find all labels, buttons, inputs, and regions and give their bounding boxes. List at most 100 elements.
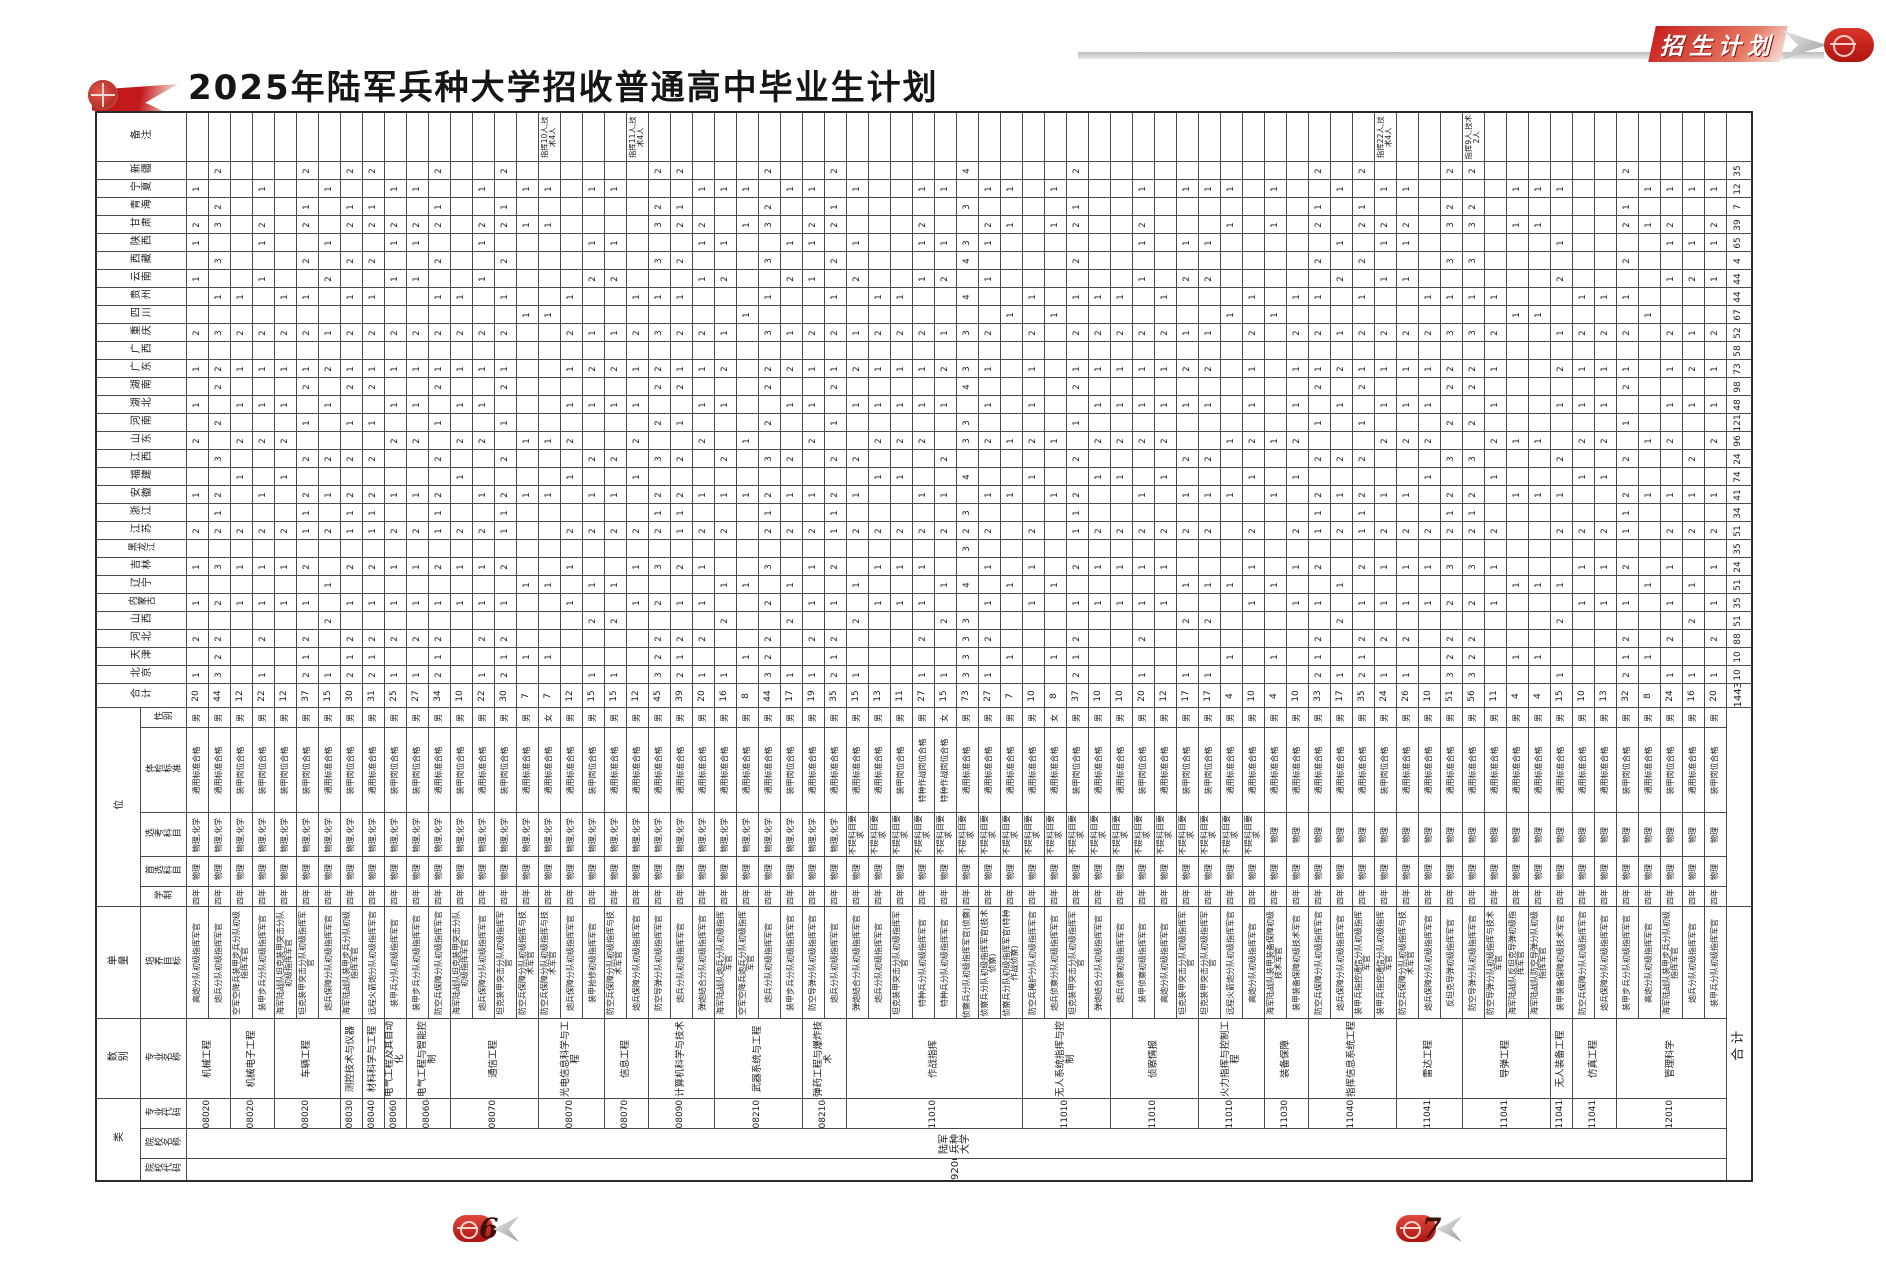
plan-count-cell: 2 — [296, 449, 318, 468]
plan-count-cell — [274, 449, 296, 468]
plan-count-cell — [274, 161, 296, 180]
plan-count-cell — [318, 377, 340, 396]
plan-count-cell — [296, 539, 318, 558]
plan-count-cell: 1 — [230, 557, 252, 576]
plan-count-cell — [1220, 287, 1242, 306]
first-subject: 物理 — [428, 857, 450, 887]
plan-count-cell: 2 — [824, 323, 846, 342]
plan-count-cell: 2 — [384, 629, 406, 648]
plan-count-cell: 2 — [208, 197, 230, 216]
plan-count-cell — [1044, 359, 1066, 378]
plan-count-cell — [736, 629, 758, 648]
major-name: 材料科学与工程 — [362, 1019, 384, 1099]
plan-count-cell: 2 — [1154, 323, 1176, 342]
plan-count-cell — [1242, 539, 1264, 558]
plan-count-cell — [450, 161, 472, 180]
plan-count-cell: 2 — [1594, 323, 1616, 342]
plan-count-cell — [868, 269, 890, 288]
row-total: 4 — [1528, 683, 1550, 708]
plan-count-cell: 2 — [934, 611, 956, 630]
plan-count-cell — [626, 611, 648, 630]
first-subject: 物理 — [846, 857, 868, 887]
plan-count-cell — [758, 305, 780, 324]
second-subject: 物理,化学 — [516, 813, 538, 857]
row-total: 8 — [736, 683, 758, 708]
plan-count-cell — [472, 197, 494, 216]
plan-count-cell: 1 — [824, 197, 846, 216]
plan-count-cell: 1 — [1616, 503, 1638, 522]
plan-count-cell: 1 — [1066, 413, 1088, 432]
plan-count-cell — [934, 161, 956, 180]
plan-count-cell — [318, 215, 340, 234]
plan-count-cell: 2 — [1154, 521, 1176, 540]
sex: 男 — [1550, 707, 1572, 728]
plan-count-cell: 1 — [1660, 557, 1682, 576]
plan-count-cell — [340, 233, 362, 252]
plan-count-cell — [516, 629, 538, 648]
medical-standard: 通用标准合格 — [208, 728, 230, 813]
plan-count-cell — [1088, 539, 1110, 558]
second-subject: 物理 — [1330, 813, 1352, 857]
plan-count-cell — [648, 539, 670, 558]
plan-count-cell — [1286, 251, 1308, 270]
plan-count-cell — [846, 341, 868, 360]
plan-count-cell: 2 — [340, 323, 362, 342]
plan-count-cell — [670, 269, 692, 288]
major-name: 火力指挥与控制工程 — [1198, 1019, 1264, 1099]
plan-count-cell — [780, 647, 802, 666]
plan-count-cell: 1 — [758, 287, 780, 306]
medical-standard: 通用标准合格 — [956, 728, 978, 813]
plan-count-cell — [296, 179, 318, 198]
plan-count-cell: 1 — [802, 665, 824, 684]
plan-count-cell: 2 — [384, 431, 406, 450]
plan-count-cell: 1 — [252, 485, 274, 504]
plan-count-cell: 1 — [1682, 233, 1704, 252]
plan-count-cell — [450, 377, 472, 396]
group-header: 数别 — [96, 1019, 140, 1099]
plan-count-cell: 1 — [1352, 521, 1374, 540]
plan-count-cell: 2 — [1462, 413, 1484, 432]
plan-count-cell — [560, 449, 582, 468]
note-cell — [736, 111, 758, 162]
header-divider-line — [1078, 52, 1824, 59]
sex: 男 — [604, 707, 626, 728]
row-total: 15 — [604, 683, 626, 708]
plan-count-cell — [692, 449, 714, 468]
plan-count-cell: 2 — [824, 251, 846, 270]
sex: 男 — [318, 707, 340, 728]
plan-count-cell: 2 — [846, 521, 868, 540]
second-subject: 物理 — [1396, 813, 1418, 857]
plan-count-cell — [736, 503, 758, 522]
first-subject: 物理 — [296, 857, 318, 887]
plan-count-cell — [1154, 233, 1176, 252]
plan-count-cell — [450, 305, 472, 324]
plan-count-cell — [1176, 341, 1198, 360]
plan-count-cell — [604, 305, 626, 324]
plan-count-cell — [736, 233, 758, 252]
rotated-table-wrapper: 类数别 单量位合计 北京 天津 河北 山西 内蒙古 辽宁 吉林 黑龙江 江苏 浙江 安徽 福建 江西 山东 河南… — [95, 110, 1753, 1182]
plan-count-cell — [1154, 539, 1176, 558]
plan-count-cell: 1 — [340, 413, 362, 432]
plan-count-cell: 1 — [714, 179, 736, 198]
plan-count-cell: 1 — [1528, 305, 1550, 324]
plan-count-cell: 1 — [296, 593, 318, 612]
first-subject: 物理 — [934, 857, 956, 887]
row-total: 35 — [1352, 683, 1374, 708]
plan-count-cell — [538, 233, 560, 252]
plan-count-cell — [1022, 503, 1044, 522]
plan-count-cell — [1132, 575, 1154, 594]
plan-count-cell — [736, 557, 758, 576]
plan-count-cell — [1374, 575, 1396, 594]
first-subject: 物理 — [538, 857, 560, 887]
plan-count-cell: 1 — [1572, 395, 1594, 414]
plan-count-cell: 1 — [934, 665, 956, 684]
plan-count-cell: 1 — [1308, 521, 1330, 540]
plan-count-cell — [1264, 449, 1286, 468]
plan-count-cell: 2 — [1110, 431, 1132, 450]
plan-count-cell — [516, 161, 538, 180]
plan-count-cell — [274, 575, 296, 594]
plan-count-cell — [1154, 377, 1176, 396]
first-subject: 物理 — [1132, 857, 1154, 887]
first-subject: 物理 — [1572, 857, 1594, 887]
plan-count-cell — [1198, 305, 1220, 324]
